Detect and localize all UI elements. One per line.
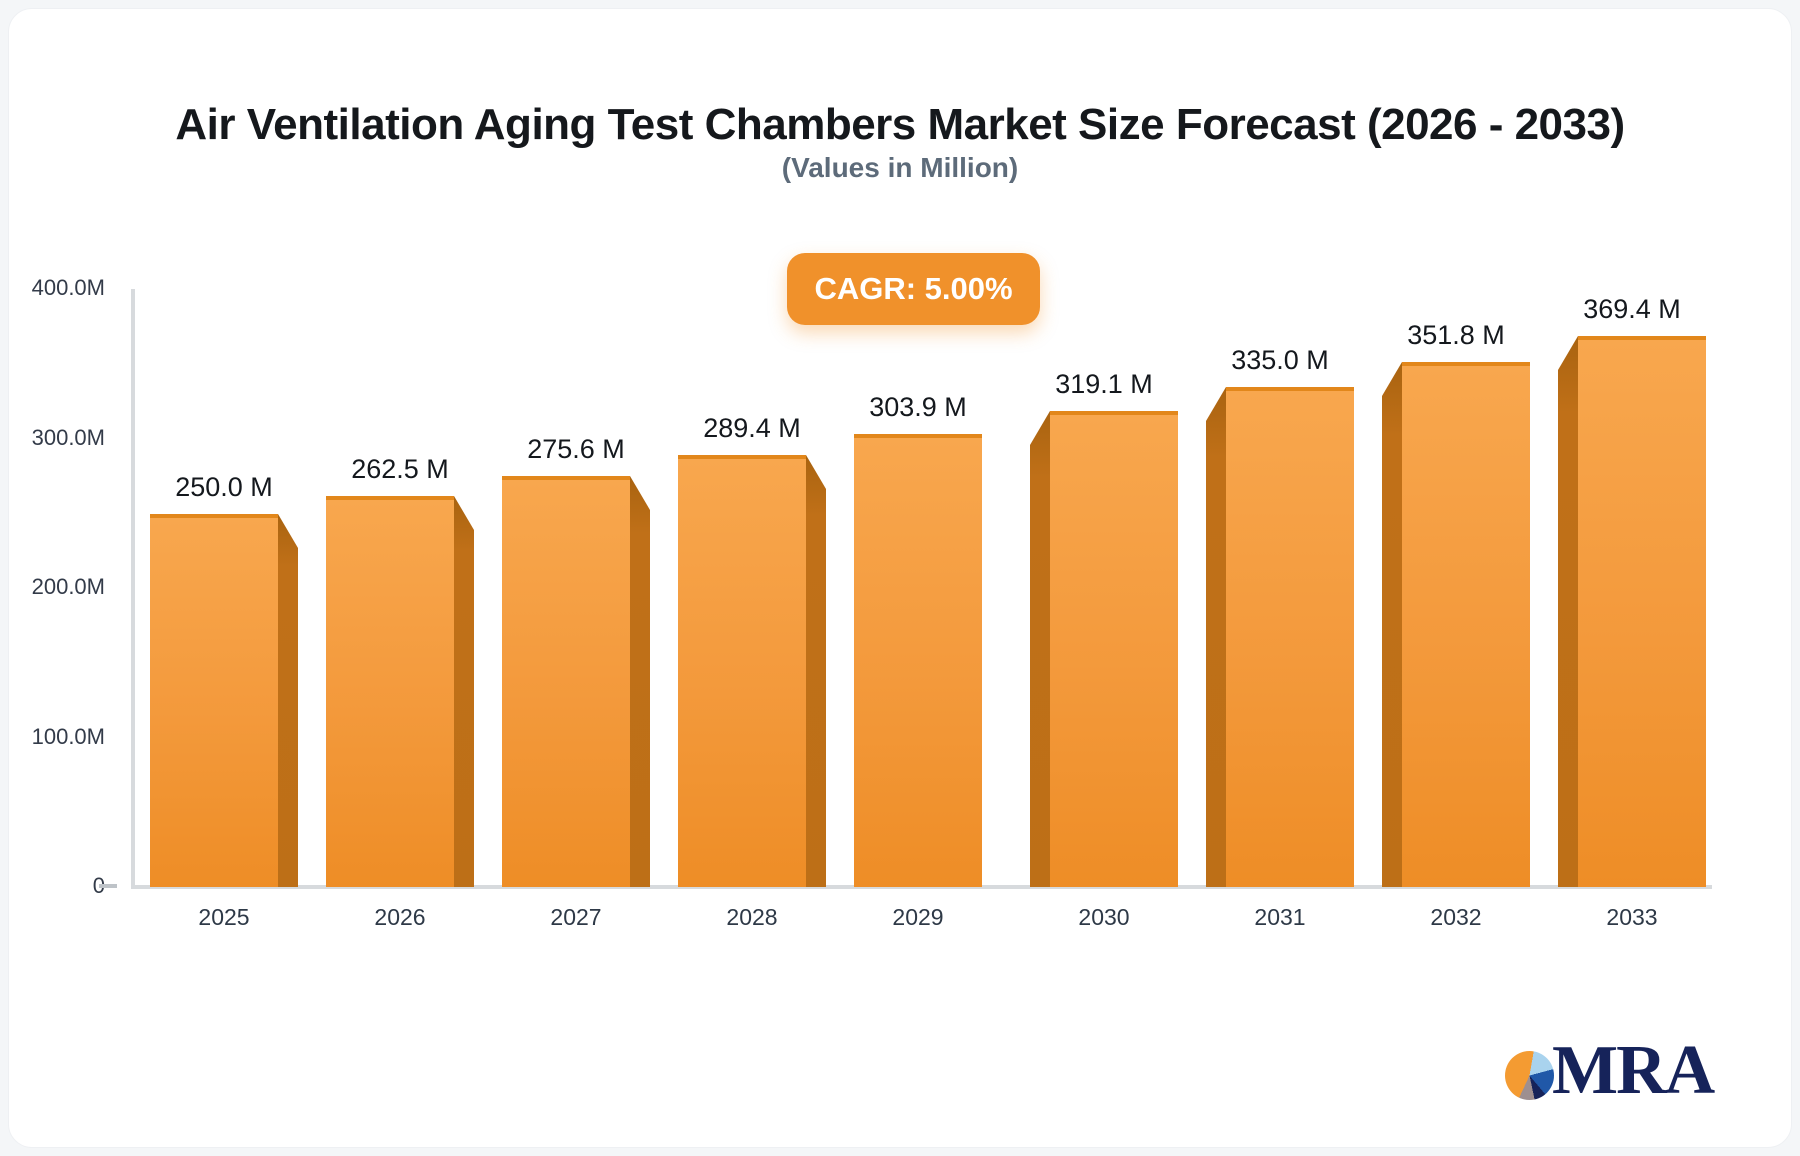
zero-tick-mark <box>99 884 117 888</box>
bar-2026 <box>326 496 474 887</box>
bar-3d-side <box>1558 336 1578 887</box>
bar-2027 <box>502 476 650 887</box>
bar-face <box>1050 411 1178 887</box>
x-axis-year-label: 2026 <box>374 904 426 930</box>
x-axis-year-label: 2033 <box>1606 904 1658 930</box>
bar-value-label: 250.0 M <box>175 472 273 502</box>
cagr-badge-label: CAGR: 5.00% <box>814 271 1013 306</box>
bar-value-label: 351.8 M <box>1407 320 1505 350</box>
bar-2030 <box>1030 411 1178 887</box>
bar-3d-side <box>454 496 474 887</box>
y-axis-tick-label: 100.0M <box>31 723 105 749</box>
bar-2033 <box>1558 336 1706 887</box>
chart-title: Air Ventilation Aging Test Chambers Mark… <box>175 100 1625 149</box>
bar-3d-side <box>278 514 298 887</box>
bar-value-label: 275.6 M <box>527 434 625 464</box>
bar-2031 <box>1206 387 1354 887</box>
y-axis-line <box>131 289 135 888</box>
bar-2025 <box>150 514 298 887</box>
mra-logo: MRA <box>1505 1032 1715 1109</box>
bar-value-label: 369.4 M <box>1583 294 1681 324</box>
x-axis-year-label: 2032 <box>1430 904 1482 930</box>
bar-face <box>502 476 630 887</box>
bar-3d-side <box>1030 411 1050 887</box>
bar-face <box>854 434 982 887</box>
bar-face <box>150 514 278 887</box>
bar-value-label: 319.1 M <box>1055 369 1153 399</box>
bar-value-label: 289.4 M <box>703 413 801 443</box>
bar-face <box>326 496 454 887</box>
bar-value-label: 335.0 M <box>1231 345 1329 375</box>
bar-face <box>1226 387 1354 887</box>
bar-face <box>678 455 806 887</box>
x-axis-baseline <box>131 885 1712 889</box>
y-axis-tick-label: 300.0M <box>31 424 105 450</box>
bar-face <box>1402 362 1530 887</box>
x-axis-year-label: 2031 <box>1254 904 1306 930</box>
cagr-badge: CAGR: 5.00% <box>787 253 1040 325</box>
bar-value-label: 262.5 M <box>351 454 449 484</box>
bar-3d-side <box>630 476 650 887</box>
x-axis-year-label: 2025 <box>198 904 250 930</box>
x-axis-year-label: 2030 <box>1078 904 1130 930</box>
y-axis-tick-label: 0 <box>0 872 105 900</box>
x-axis-year-label: 2029 <box>892 904 944 930</box>
x-axis-year-label: 2028 <box>726 904 778 930</box>
bar-2032 <box>1382 362 1530 887</box>
bar-3d-side <box>1382 362 1402 887</box>
mra-logo-text: MRA <box>1552 1032 1715 1109</box>
bar-2028 <box>678 455 826 887</box>
bar-2029 <box>854 434 982 887</box>
bar-value-label: 303.9 M <box>869 392 967 422</box>
chart-subtitle: (Values in Million) <box>781 152 1019 183</box>
x-axis-year-label: 2027 <box>550 904 602 930</box>
bar-3d-side <box>806 455 826 887</box>
y-axis-tick-label: 200.0M <box>31 574 105 599</box>
bar-face <box>1578 336 1706 887</box>
bar-3d-side <box>1206 387 1226 887</box>
y-axis-tick-label: 400.0M <box>31 275 105 300</box>
pie-chart-logo-icon <box>1505 1050 1554 1100</box>
